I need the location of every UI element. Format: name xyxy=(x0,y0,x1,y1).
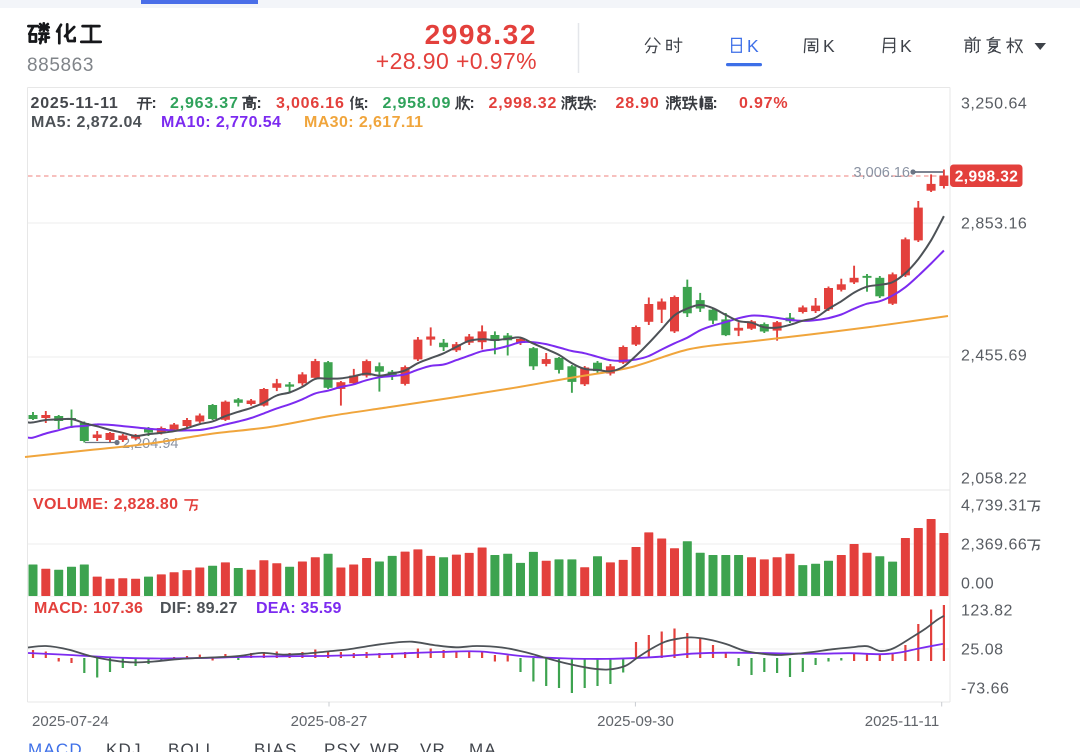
svg-text:-73.66: -73.66 xyxy=(961,681,1009,698)
svg-text:2,058.22: 2,058.22 xyxy=(961,471,1027,488)
svg-text:VR: VR xyxy=(420,740,446,752)
svg-text:MA30: 2,617.11: MA30: 2,617.11 xyxy=(304,114,423,131)
svg-text:2,853.16: 2,853.16 xyxy=(961,216,1027,233)
svg-text:KDJ: KDJ xyxy=(106,740,142,752)
svg-text:K: K xyxy=(823,36,835,56)
svg-text:DIF: 89.27: DIF: 89.27 xyxy=(160,600,238,617)
svg-text:2025-08-27: 2025-08-27 xyxy=(291,713,368,730)
svg-text:2025-07-24: 2025-07-24 xyxy=(32,713,109,730)
svg-text::: : xyxy=(364,95,369,112)
svg-text:2025-11-11: 2025-11-11 xyxy=(31,95,119,112)
svg-text:MA5: 2,872.04: MA5: 2,872.04 xyxy=(31,114,142,131)
svg-text:MACD: MACD xyxy=(28,740,83,752)
svg-text:123.82: 123.82 xyxy=(961,603,1013,620)
svg-text:VOLUME: 2,828.80: VOLUME: 2,828.80 xyxy=(33,496,178,513)
svg-text:K: K xyxy=(900,36,912,56)
svg-text:MA10: 2,770.54: MA10: 2,770.54 xyxy=(161,114,281,131)
svg-text:BOLL: BOLL xyxy=(168,740,216,752)
svg-text:MACD: 107.36: MACD: 107.36 xyxy=(34,600,143,617)
svg-text:BIAS: BIAS xyxy=(254,740,298,752)
svg-text:885863: 885863 xyxy=(27,55,94,76)
svg-text:2998.32: 2998.32 xyxy=(425,19,537,50)
svg-text:MA: MA xyxy=(469,740,497,752)
svg-text:WR: WR xyxy=(370,740,401,752)
svg-text:2,963.37: 2,963.37 xyxy=(170,95,239,112)
svg-text:0.97%: 0.97% xyxy=(739,95,788,112)
svg-text:28.90: 28.90 xyxy=(616,95,660,112)
svg-text:3,250.64: 3,250.64 xyxy=(961,96,1027,113)
svg-text::: : xyxy=(257,95,262,112)
svg-text:2,998.32: 2,998.32 xyxy=(489,95,558,112)
svg-text::: : xyxy=(152,95,157,112)
svg-text::: : xyxy=(592,95,597,112)
svg-text::: : xyxy=(470,95,475,112)
svg-text:DEA: 35.59: DEA: 35.59 xyxy=(256,600,342,617)
svg-text:3,006.16: 3,006.16 xyxy=(276,95,345,112)
svg-text::: : xyxy=(713,95,718,112)
svg-text:2,998.32: 2,998.32 xyxy=(955,169,1019,186)
svg-text:PSY: PSY xyxy=(324,740,362,752)
svg-text:2025-09-30: 2025-09-30 xyxy=(597,713,674,730)
svg-text:3,006.16: 3,006.16 xyxy=(854,165,910,181)
svg-text:+28.90 +0.97%: +28.90 +0.97% xyxy=(376,48,537,74)
svg-text:2,958.09: 2,958.09 xyxy=(383,95,452,112)
svg-text:2,455.69: 2,455.69 xyxy=(961,348,1027,365)
svg-text:4,739.31: 4,739.31 xyxy=(961,498,1027,515)
svg-text:2,369.66: 2,369.66 xyxy=(961,537,1027,554)
svg-text:25.08: 25.08 xyxy=(961,642,1004,659)
svg-text:K: K xyxy=(747,36,759,56)
svg-text:0.00: 0.00 xyxy=(961,576,994,593)
svg-text:2025-11-11: 2025-11-11 xyxy=(865,713,940,730)
